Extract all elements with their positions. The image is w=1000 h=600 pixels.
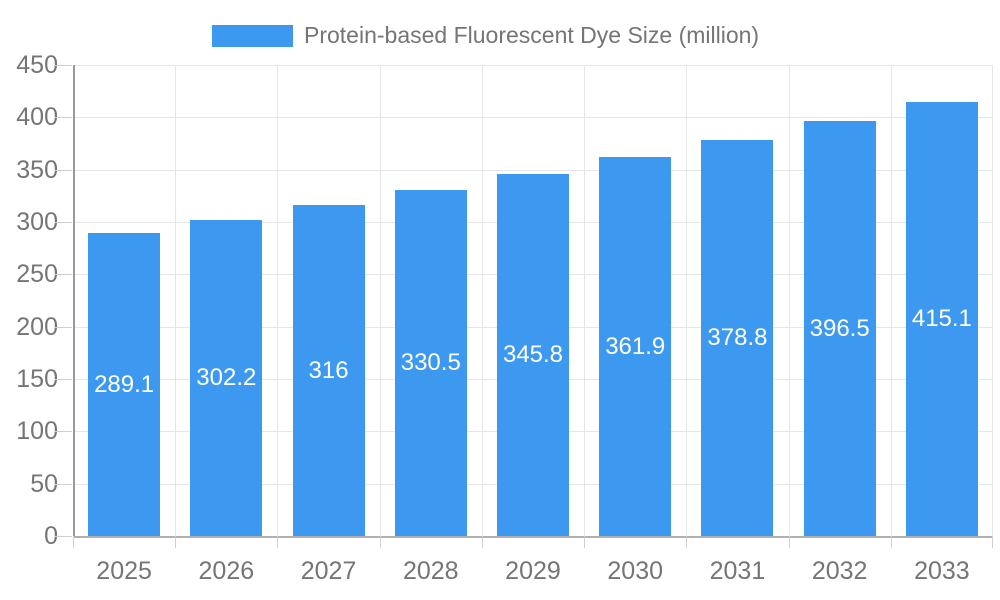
plot-area: 289.1 302.2 316 330.5 345.8 361.9 378.8 396.5 41… [55,65,993,548]
x-axis-tick [584,536,586,548]
x-axis-label: 2031 [709,557,766,585]
bar: 396.5 [803,121,876,536]
x-axis-tick [481,536,483,548]
gridline-horizontal [73,169,993,171]
bar-value-label: 330.5 [400,349,461,377]
bar: 330.5 [394,190,467,536]
legend-label: Protein-based Fluorescent Dye Size (mill… [304,22,760,48]
legend-swatch-icon [212,24,293,47]
gridline-vertical [686,65,688,536]
bar-value-label: 415.1 [911,304,972,332]
y-axis-label: 150 [16,365,58,393]
y-axis-tick [55,536,72,537]
x-axis-tick [73,536,74,548]
bar-value-label: 361.9 [605,332,666,360]
gridline-vertical [481,65,483,536]
bar-value-label: 316 [308,356,349,384]
x-axis-tick [788,536,790,548]
bar-value-label: 345.8 [502,341,564,369]
x-axis-line [73,536,993,538]
y-axis-label: 250 [16,260,58,289]
y-axis-label: 0 [44,522,58,550]
bar-value-label: 378.8 [707,323,768,351]
x-axis-label: 2027 [300,557,357,585]
x-axis-label: 2026 [198,557,255,585]
bar: 289.1 [88,233,161,536]
gridline-vertical [277,65,279,536]
bar: 345.8 [497,174,569,536]
gridline-vertical [890,65,892,536]
y-axis-label: 200 [16,312,58,341]
y-axis-label: 450 [16,51,58,79]
x-axis-label: 2033 [914,557,970,585]
y-axis-line [73,65,75,538]
y-axis-label: 350 [16,155,58,184]
gridline-vertical [788,65,790,536]
y-axis-tick [55,222,72,223]
bar: 415.1 [905,101,978,536]
gridline-vertical [175,65,177,536]
y-axis-tick [55,117,72,119]
bar: 361.9 [599,157,672,536]
x-axis-label: 2032 [811,557,868,585]
y-axis-tick [55,431,72,433]
y-axis-tick [55,326,72,328]
x-axis-tick [686,536,688,548]
y-axis-labels: 0 50 100 150 200 250 300 350 400 450 [0,0,58,600]
bar-value-label: 396.5 [809,314,870,342]
x-axis-tick [379,536,381,548]
x-axis-tick [277,536,279,548]
gridline-vertical [379,65,381,536]
x-axis-label: 2025 [96,557,152,585]
y-axis-label: 400 [16,103,58,132]
y-axis-tick [55,379,72,380]
y-axis-tick [55,169,72,171]
y-axis-tick [55,274,72,276]
bar-value-label: 289.1 [94,370,155,398]
x-axis-label: 2028 [402,557,459,585]
x-axis-label: 2029 [505,557,561,585]
x-axis-label: 2030 [607,557,664,585]
y-axis-label: 50 [30,469,58,498]
chart-legend: Protein-based Fluorescent Dye Size (mill… [212,22,759,49]
bar: 378.8 [701,139,774,536]
gridline-vertical [584,65,586,536]
bar: 316 [292,205,365,536]
y-axis-tick [55,483,72,485]
x-axis-labels: 2025 2026 2027 2028 2029 2030 2031 2032 2033 [73,556,993,590]
x-axis-tick [175,536,177,548]
bar: 302.2 [190,219,263,536]
x-axis-tick [890,536,892,548]
bar-value-label: 302.2 [196,363,257,391]
y-axis-label: 300 [16,208,58,236]
y-axis-tick [55,65,72,66]
x-axis-tick [992,536,993,548]
gridline-horizontal [73,65,993,66]
y-axis-label: 100 [16,417,58,446]
legend-item[interactable]: Protein-based Fluorescent Dye Size (mill… [212,22,759,49]
gridline-horizontal [73,117,993,119]
gridline-vertical [992,65,993,536]
